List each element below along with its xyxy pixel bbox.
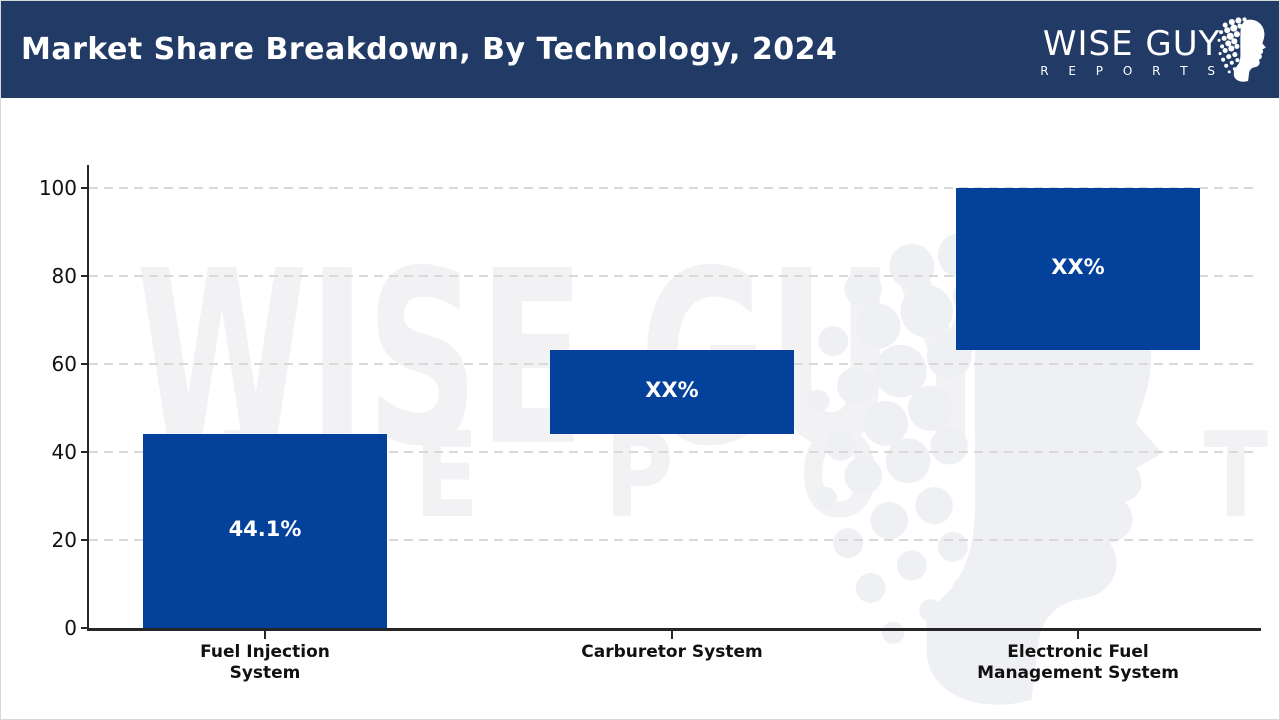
logo-wordmark: WISE GUY	[1042, 24, 1221, 64]
x-tick-mark-electronic-fuel-management-system	[1077, 631, 1079, 639]
x-tick-mark-carburetor-system	[671, 631, 673, 639]
y-tick-mark-100	[81, 187, 87, 189]
y-tick-label-60: 60	[51, 352, 77, 376]
bar-value-label-carburetor-system: XX%	[645, 377, 699, 402]
y-tick-label-20: 20	[51, 528, 77, 552]
gridline-40	[89, 451, 1259, 453]
page-title: Market Share Breakdown, By Technology, 2…	[21, 32, 838, 67]
gridline-100	[89, 187, 1259, 189]
logo-subtitle: R E P O R T S	[1040, 64, 1223, 78]
y-axis-spine	[87, 165, 89, 630]
x-category-label-line: Management System	[977, 663, 1179, 683]
y-tick-mark-80	[81, 275, 87, 277]
y-tick-label-40: 40	[51, 440, 77, 464]
y-tick-mark-40	[81, 451, 87, 453]
x-category-label-carburetor-system: Carburetor System	[492, 642, 852, 663]
bar-fuel-injection-system: 44.1%	[143, 433, 387, 628]
x-category-label-line: System	[229, 663, 301, 683]
x-category-label-electronic-fuel-management-system: Electronic Fuel Management System	[898, 642, 1258, 684]
y-tick-mark-60	[81, 363, 87, 365]
x-axis-spine	[87, 628, 1261, 631]
bar-value-label-electronic-fuel-management-system: XX%	[1051, 254, 1105, 279]
y-tick-label-0: 0	[64, 616, 77, 640]
bar-value-label-fuel-injection-system: 44.1%	[228, 516, 302, 541]
y-tick-mark-0	[81, 627, 87, 629]
logo-face-icon	[1217, 17, 1266, 82]
wise-guy-logo: WISE GUY R E P O R T S	[1040, 7, 1271, 91]
x-category-label-line: Electronic Fuel	[1007, 642, 1149, 662]
gridline-20	[89, 539, 1259, 541]
y-tick-label-80: 80	[51, 264, 77, 288]
x-category-label-fuel-injection-system: Fuel Injection System	[85, 642, 445, 684]
x-category-label-line: Fuel Injection	[200, 642, 330, 662]
header-bar: Market Share Breakdown, By Technology, 2…	[1, 1, 1279, 98]
x-tick-mark-fuel-injection-system	[264, 631, 266, 639]
gridline-80	[89, 275, 1259, 277]
bar-carburetor-system: XX%	[550, 349, 794, 434]
x-category-label-line: Carburetor System	[581, 642, 763, 662]
y-tick-label-100: 100	[38, 176, 77, 200]
logo-text: WISE GUY R E P O R T S	[1040, 27, 1223, 78]
bar-electronic-fuel-management-system: XX%	[956, 188, 1200, 350]
y-tick-mark-20	[81, 539, 87, 541]
